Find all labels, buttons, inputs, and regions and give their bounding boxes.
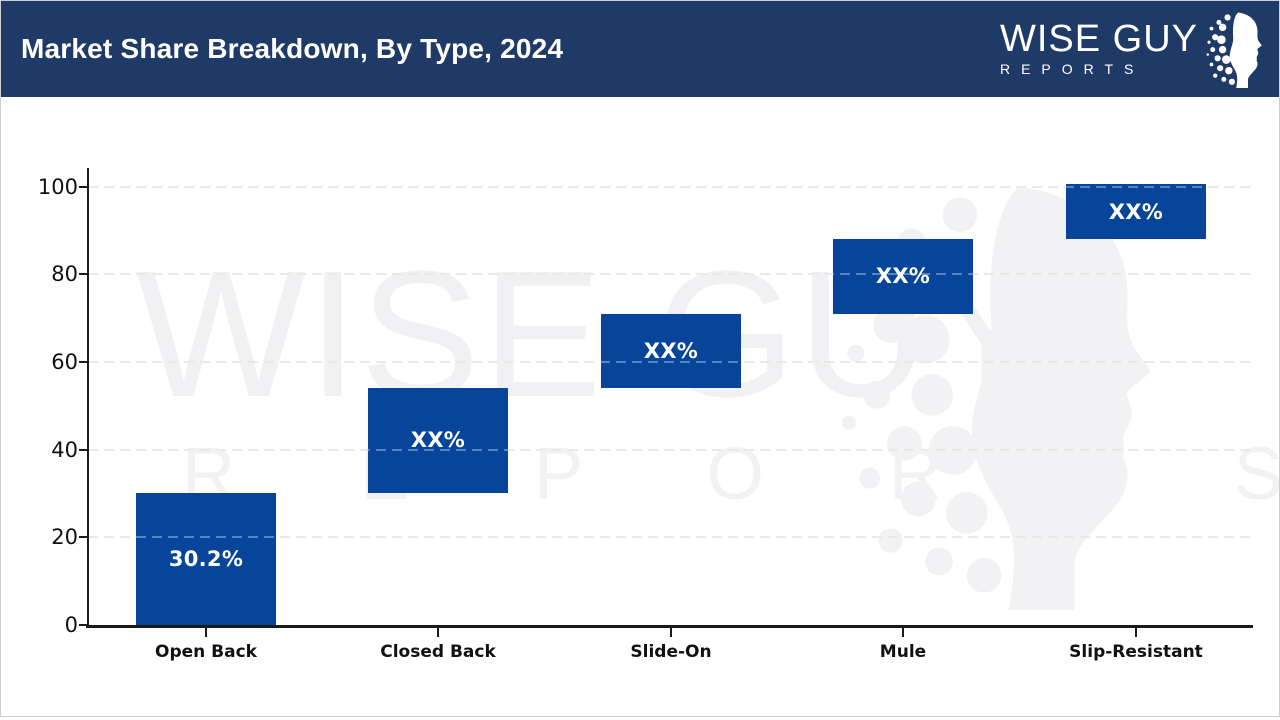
gridline-20 xyxy=(88,536,1253,539)
x-axis-tick-slide-on xyxy=(670,628,672,637)
y-tick-label-0: 0 xyxy=(64,613,78,637)
gridline-overlay-60 xyxy=(88,360,1253,363)
y-tick-label-40: 40 xyxy=(51,437,78,462)
logo-wordmark: WISE GUY REPORTS xyxy=(1000,20,1198,77)
bar-value-label-mule: XX% xyxy=(875,264,931,289)
y-axis-tick-60 xyxy=(79,360,88,363)
page-title: Market Share Breakdown, By Type, 2024 xyxy=(21,32,564,64)
dotted-head-icon xyxy=(1206,11,1262,88)
report-header: Market Share Breakdown, By Type, 2024 WI… xyxy=(0,0,1280,97)
x-axis-tick-mule xyxy=(902,628,904,637)
x-category-label-closed-back: Closed Back xyxy=(380,642,496,662)
bar-open-back: 30.2% xyxy=(136,492,276,625)
y-tick-label-60: 60 xyxy=(51,349,78,374)
bar-slide-on: XX% xyxy=(601,313,741,389)
wiseguy-logo: WISE GUY REPORTS xyxy=(1000,10,1280,88)
y-axis-line xyxy=(87,168,89,628)
gridline-overlay-80 xyxy=(88,273,1253,276)
bar-value-label-slip-resistant: XX% xyxy=(1108,199,1164,224)
y-axis-tick-100 xyxy=(79,185,88,188)
x-category-label-slide-on: Slide-On xyxy=(630,642,712,662)
gridline-overlay-40 xyxy=(88,448,1253,451)
x-category-label-mule: Mule xyxy=(879,642,927,662)
bar-value-label-slide-on: XX% xyxy=(643,338,699,363)
logo-wordmark-line1: WISE GUY xyxy=(999,18,1198,60)
gridline-overlay-100 xyxy=(88,185,1253,188)
x-axis-line xyxy=(86,625,1253,628)
y-axis-tick-0 xyxy=(79,624,88,626)
x-category-label-slip-resistant: Slip-Resistant xyxy=(1069,642,1203,662)
gridline-100 xyxy=(88,185,1253,188)
x-axis-tick-slip-resistant xyxy=(1135,628,1137,637)
y-axis-tick-20 xyxy=(79,536,88,539)
x-category-label-open-back: Open Back xyxy=(155,642,257,662)
gridline-overlay-20 xyxy=(88,536,1253,539)
bar-slip-resistant: XX% xyxy=(1066,184,1206,240)
y-axis-tick-40 xyxy=(79,448,88,451)
y-tick-label-80: 80 xyxy=(51,262,78,287)
y-axis-tick-80 xyxy=(79,273,88,276)
gridline-40 xyxy=(88,448,1253,451)
x-axis-tick-open-back xyxy=(205,628,207,637)
gridline-80 xyxy=(88,273,1253,276)
x-axis-tick-closed-back xyxy=(437,628,439,637)
bar-value-label-open-back: 30.2% xyxy=(168,546,244,571)
logo-wordmark-line2: REPORTS xyxy=(999,61,1145,77)
bar-closed-back: XX% xyxy=(368,388,508,493)
waterfall-chart: WISE GUY R E P O R T S 0 20 40 60 80 100 30.2%… xyxy=(0,97,1280,720)
y-tick-label-100: 100 xyxy=(37,174,78,199)
y-tick-label-20: 20 xyxy=(51,525,78,550)
bar-value-label-closed-back: XX% xyxy=(410,428,466,453)
bar-mule: XX% xyxy=(833,239,973,314)
